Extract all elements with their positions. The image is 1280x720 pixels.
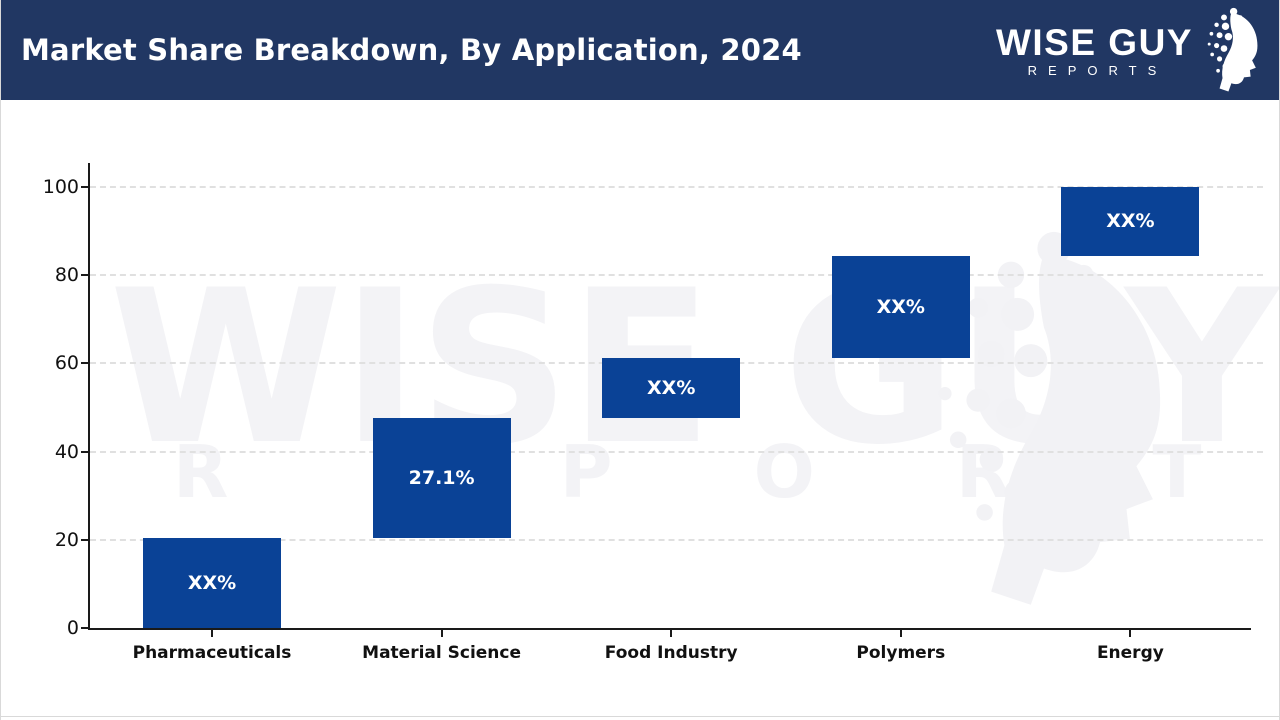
bar-material-science: 27.1% (372, 417, 511, 538)
gridline (90, 450, 1263, 453)
y-axis-tick (81, 185, 89, 188)
bar-value-label: 27.1% (408, 466, 475, 489)
y-axis-tick (81, 450, 89, 453)
watermark-face-icon (938, 231, 1161, 605)
bar-polymers: XX% (831, 255, 970, 358)
bar-value-label: XX% (647, 376, 696, 399)
x-axis-tick (1129, 630, 1132, 637)
bar-value-label: XX% (876, 295, 925, 318)
page-bottom-border (1, 716, 1279, 717)
x-axis-category-label: Food Industry (604, 643, 738, 663)
gridline (90, 538, 1263, 541)
y-axis-spine (88, 163, 90, 630)
logo-subtitle: REPORTS (1027, 62, 1168, 78)
bar-food-industry: XX% (602, 357, 741, 418)
x-axis-category-label: Pharmaceuticals (132, 643, 292, 663)
wiseguy-logo-text: WISE GUY REPORTS (996, 24, 1193, 77)
y-axis-tick (81, 538, 89, 541)
bar-value-label: XX% (1106, 210, 1155, 233)
x-axis-category-label: Polymers (856, 643, 946, 663)
bar-pharmaceuticals: XX% (143, 537, 281, 628)
gridline (90, 185, 1263, 188)
y-axis-tick-label: 0 (66, 617, 79, 639)
x-axis-tick (440, 630, 443, 637)
y-axis-tick-label: 20 (54, 528, 79, 551)
x-axis-tick (899, 630, 902, 637)
x-axis-category-label: Energy (1096, 643, 1164, 663)
y-axis-tick-label: 80 (54, 264, 79, 287)
bar-value-label: XX% (187, 571, 237, 594)
logo-wordmark: WISE GUY (995, 21, 1193, 63)
page-title: Market Share Breakdown, By Application, … (21, 33, 802, 67)
y-axis-tick-label: 100 (42, 175, 79, 198)
gridline (90, 274, 1263, 277)
x-axis-tick (670, 630, 673, 637)
x-axis-spine (88, 628, 1251, 630)
y-axis-tick-label: 40 (54, 440, 79, 463)
wiseguy-face-icon (1207, 7, 1258, 92)
x-axis-tick (211, 630, 213, 637)
wiseguy-logo: WISE GUY REPORTS (996, 7, 1261, 93)
x-axis-category-label: Material Science (362, 643, 522, 663)
y-axis-tick-label: 60 (54, 352, 79, 375)
y-axis-tick (81, 274, 89, 277)
bar-energy: XX% (1061, 186, 1200, 256)
y-axis-tick (81, 627, 89, 629)
y-axis-tick (81, 362, 89, 365)
header-band: Market Share Breakdown, By Application, … (1, 0, 1279, 100)
